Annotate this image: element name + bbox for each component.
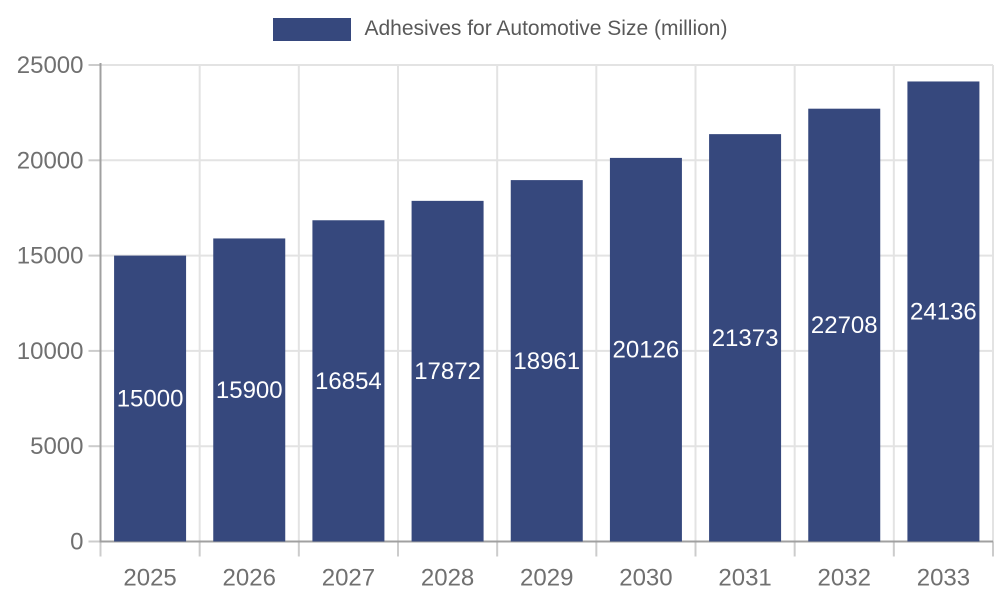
bar-value-label: 20126 bbox=[613, 337, 680, 364]
bar-value-label: 21373 bbox=[712, 325, 779, 352]
bar[interactable] bbox=[213, 238, 286, 542]
bar[interactable] bbox=[808, 108, 881, 542]
bar[interactable] bbox=[114, 255, 187, 542]
x-tick-label: 2028 bbox=[421, 565, 474, 592]
bar[interactable] bbox=[907, 81, 980, 542]
bar[interactable] bbox=[510, 180, 583, 542]
legend-label: Adhesives for Automotive Size (million) bbox=[364, 17, 728, 40]
x-tick-label: 2031 bbox=[718, 565, 771, 592]
x-tick-label: 2033 bbox=[917, 565, 970, 592]
x-tick-label: 2032 bbox=[818, 565, 871, 592]
x-tick-label: 2030 bbox=[619, 565, 672, 592]
legend-item[interactable]: Adhesives for Automotive Size (million) bbox=[0, 17, 1000, 41]
y-tick-label: 20000 bbox=[17, 147, 84, 174]
bar-value-label: 17872 bbox=[414, 358, 481, 385]
y-tick-label: 10000 bbox=[17, 338, 84, 365]
bar-value-label: 18961 bbox=[513, 348, 580, 375]
x-tick-label: 2027 bbox=[322, 565, 375, 592]
x-tick-label: 2025 bbox=[123, 565, 176, 592]
bar[interactable] bbox=[609, 157, 682, 542]
x-tick-label: 2029 bbox=[520, 565, 573, 592]
bar-value-label: 22708 bbox=[811, 312, 878, 339]
bar[interactable] bbox=[312, 220, 385, 542]
legend-swatch bbox=[272, 17, 351, 41]
bar-value-label: 24136 bbox=[910, 298, 977, 325]
bar-value-label: 15900 bbox=[216, 377, 283, 404]
y-tick-label: 15000 bbox=[17, 243, 84, 270]
bar[interactable] bbox=[411, 200, 484, 542]
x-tick-label: 2026 bbox=[223, 565, 276, 592]
bar-value-label: 15000 bbox=[117, 386, 184, 413]
y-tick-label: 0 bbox=[70, 529, 83, 556]
y-tick-label: 5000 bbox=[30, 433, 83, 460]
bar[interactable] bbox=[709, 134, 782, 542]
bar-value-label: 16854 bbox=[315, 368, 382, 395]
y-tick-label: 25000 bbox=[17, 52, 84, 79]
